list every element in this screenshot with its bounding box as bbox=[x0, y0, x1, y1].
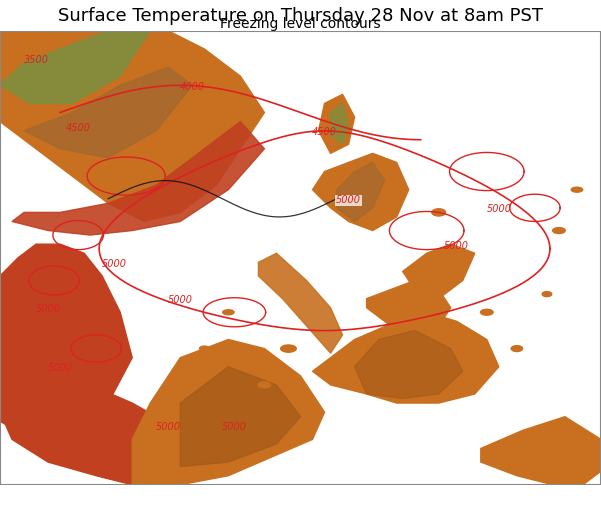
Polygon shape bbox=[12, 122, 264, 235]
Text: Freezing level contours: Freezing level contours bbox=[220, 17, 381, 31]
Text: 5000: 5000 bbox=[222, 422, 247, 432]
Polygon shape bbox=[24, 67, 192, 158]
Polygon shape bbox=[0, 385, 192, 485]
Polygon shape bbox=[481, 417, 601, 485]
Text: 4500: 4500 bbox=[66, 123, 91, 133]
Text: 5000: 5000 bbox=[486, 204, 511, 214]
Ellipse shape bbox=[542, 291, 552, 297]
Text: 5000: 5000 bbox=[336, 195, 361, 205]
Polygon shape bbox=[180, 367, 300, 467]
Ellipse shape bbox=[222, 310, 234, 315]
Polygon shape bbox=[0, 230, 132, 444]
Ellipse shape bbox=[553, 228, 566, 233]
Text: Surface Temperature on Thursday 28 Nov at 8am PST: Surface Temperature on Thursday 28 Nov a… bbox=[58, 7, 543, 25]
Text: 5000: 5000 bbox=[47, 363, 73, 373]
Text: 5000: 5000 bbox=[444, 241, 469, 251]
Ellipse shape bbox=[432, 209, 445, 216]
Ellipse shape bbox=[281, 345, 296, 352]
Polygon shape bbox=[313, 153, 409, 230]
Polygon shape bbox=[313, 312, 499, 403]
Ellipse shape bbox=[511, 346, 523, 351]
Polygon shape bbox=[403, 244, 475, 299]
Polygon shape bbox=[0, 31, 150, 104]
Text: 5000: 5000 bbox=[156, 422, 181, 432]
Polygon shape bbox=[0, 31, 264, 222]
Text: 4000: 4000 bbox=[180, 82, 205, 92]
Polygon shape bbox=[367, 281, 451, 335]
Polygon shape bbox=[355, 330, 463, 399]
Text: 5000: 5000 bbox=[168, 295, 193, 305]
Polygon shape bbox=[337, 163, 385, 222]
Text: 5000: 5000 bbox=[336, 195, 361, 205]
Polygon shape bbox=[331, 104, 349, 144]
Ellipse shape bbox=[571, 187, 583, 192]
Polygon shape bbox=[132, 340, 325, 485]
Ellipse shape bbox=[258, 382, 270, 388]
Text: 5000: 5000 bbox=[35, 304, 61, 314]
Ellipse shape bbox=[481, 309, 493, 315]
Ellipse shape bbox=[200, 346, 209, 351]
Polygon shape bbox=[258, 253, 343, 353]
Text: 5000: 5000 bbox=[102, 259, 127, 269]
Polygon shape bbox=[319, 94, 355, 153]
Text: 4500: 4500 bbox=[312, 127, 337, 137]
Text: 3500: 3500 bbox=[23, 54, 49, 65]
